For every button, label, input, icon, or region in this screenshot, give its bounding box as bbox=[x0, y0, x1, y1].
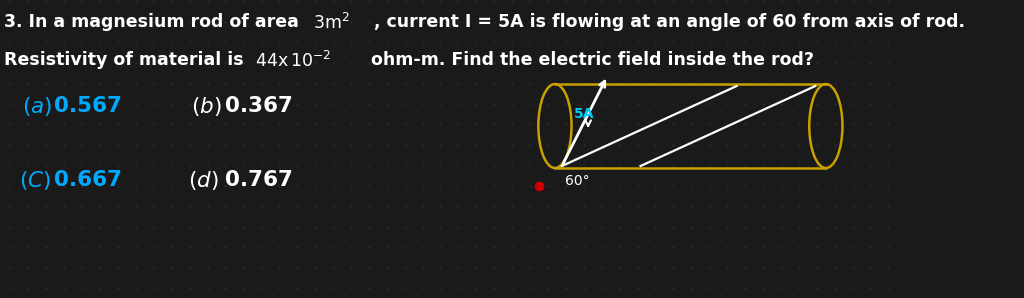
Text: Resistivity of material is: Resistivity of material is bbox=[4, 51, 256, 69]
Text: 3. In a magnesium rod of area: 3. In a magnesium rod of area bbox=[4, 13, 311, 31]
Text: 0.767: 0.767 bbox=[225, 170, 293, 190]
Text: 0.667: 0.667 bbox=[54, 170, 122, 190]
Text: , current I = 5A is flowing at an angle of 60 from axis of rod.: , current I = 5A is flowing at an angle … bbox=[374, 13, 965, 31]
Text: ohm-m. Find the electric field inside the rod?: ohm-m. Find the electric field inside th… bbox=[366, 51, 814, 69]
Text: $3\mathsf{m}^{\mathsf{2}}$: $3\mathsf{m}^{\mathsf{2}}$ bbox=[313, 13, 349, 33]
Text: 5A: 5A bbox=[574, 107, 595, 121]
Text: $\mathit{(b)}$: $\mathit{(b)}$ bbox=[190, 94, 221, 117]
Text: 0.567: 0.567 bbox=[54, 96, 122, 116]
Text: $\mathit{(d)}$: $\mathit{(d)}$ bbox=[187, 168, 218, 192]
Text: $44\mathsf{x}\,10^{-2}$: $44\mathsf{x}\,10^{-2}$ bbox=[255, 51, 332, 71]
Text: 0.367: 0.367 bbox=[225, 96, 293, 116]
Text: $\mathit{(a)}$: $\mathit{(a)}$ bbox=[22, 94, 52, 117]
Text: $\mathit{(C)}$: $\mathit{(C)}$ bbox=[19, 168, 51, 192]
Text: 60°: 60° bbox=[565, 174, 590, 188]
